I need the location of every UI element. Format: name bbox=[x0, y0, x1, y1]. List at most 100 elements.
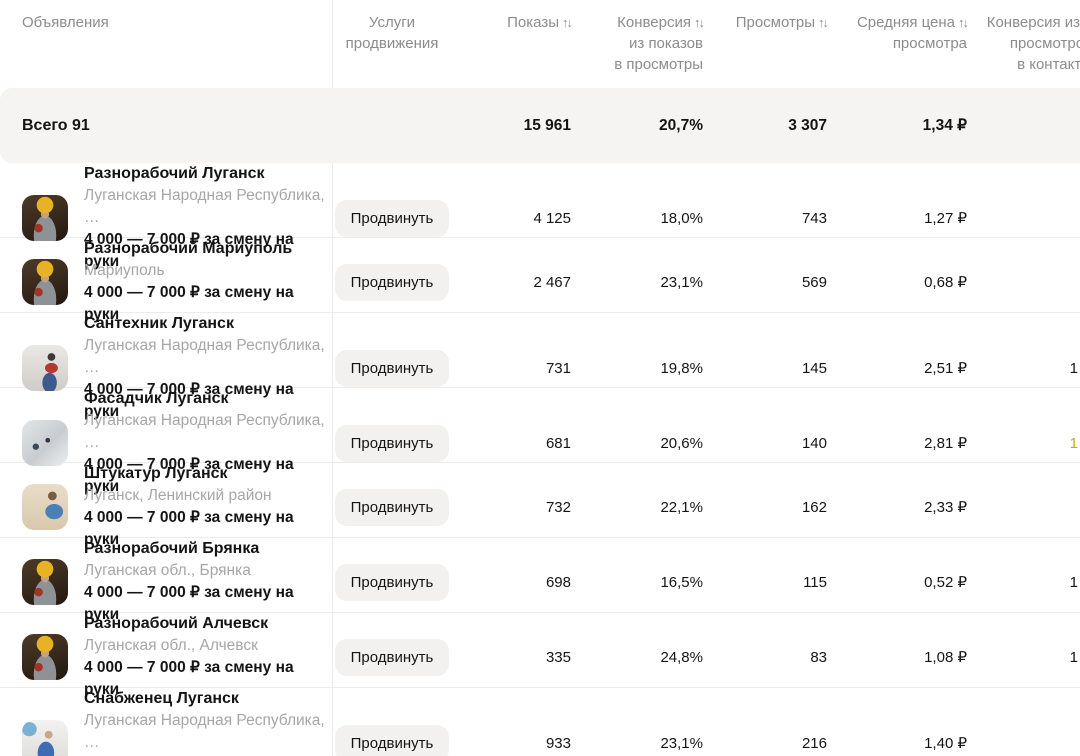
views-value: 115 bbox=[803, 573, 827, 591]
ad-thumbnail[interactable] bbox=[22, 345, 68, 391]
avg-view-price-value: 1,27 ₽ bbox=[924, 210, 967, 227]
ad-text-block: Фасадчик Луганск Луганская Народная Респ… bbox=[84, 388, 332, 498]
column-header-avg-view-price[interactable]: Средняя цена ↑↓ просмотра bbox=[839, 0, 979, 88]
conversion-contacts-value: 1 bbox=[1069, 359, 1078, 377]
avg-view-price-value: 2,51 ₽ bbox=[924, 360, 967, 377]
ad-text-block: Разнорабочий Брянка Луганская обл., Брян… bbox=[84, 538, 332, 626]
ad-location: Луганская Народная Республика, … bbox=[84, 412, 325, 451]
ad-cell: Сантехник Луганск Луганская Народная Рес… bbox=[0, 313, 333, 423]
views-value: 569 bbox=[801, 273, 827, 291]
ad-location: Луганская Народная Республика, … bbox=[84, 337, 325, 376]
table-row: Разнорабочий Алчевск Луганская обл., Алч… bbox=[0, 613, 1080, 701]
conversion-contacts-value: 1 bbox=[1069, 573, 1078, 591]
ad-location: Луганская Народная Республика, … bbox=[84, 712, 325, 751]
summary-total-label: Всего 91 bbox=[22, 116, 90, 134]
ad-title-link[interactable]: Разнорабочий Мариуполь bbox=[84, 240, 293, 257]
table-row: Фасадчик Луганск Луганская Народная Респ… bbox=[0, 388, 1080, 498]
ad-title-link[interactable]: Снабженец Луганск bbox=[84, 690, 239, 707]
ad-thumbnail[interactable] bbox=[22, 484, 68, 530]
ad-thumbnail[interactable] bbox=[22, 559, 68, 605]
ad-title-link[interactable]: Сантехник Луганск bbox=[84, 315, 234, 332]
impressions-value: 2 467 bbox=[533, 273, 571, 291]
column-header-promo-services: Услуги продвижения bbox=[333, 0, 451, 88]
promote-button[interactable]: Продвинуть bbox=[334, 424, 450, 462]
ad-title-link[interactable]: Фасадчик Луганск bbox=[84, 390, 229, 407]
ad-cell: Снабженец Луганск Луганская Народная Рес… bbox=[0, 688, 333, 756]
sort-icon[interactable]: ↑↓ bbox=[562, 15, 573, 30]
views-value: 743 bbox=[801, 209, 827, 227]
impressions-value: 732 bbox=[545, 498, 571, 516]
ad-text-block: Сантехник Луганск Луганская Народная Рес… bbox=[84, 313, 332, 423]
conversion-views-value: 22,1% bbox=[660, 498, 703, 516]
ad-title-link[interactable]: Штукатур Луганск bbox=[84, 465, 228, 482]
column-header-conversion-views-line3: в просмотры bbox=[614, 56, 703, 73]
avg-view-price-value: 2,81 ₽ bbox=[924, 435, 967, 452]
promote-button[interactable]: Продвинуть bbox=[334, 488, 450, 526]
ad-title-link[interactable]: Разнорабочий Брянка bbox=[84, 540, 260, 557]
promo-cell: Продвинуть bbox=[333, 263, 451, 301]
ad-price: 4 000 — 7 000 ₽ за смену на руки bbox=[84, 584, 294, 623]
views-value: 162 bbox=[801, 498, 827, 516]
column-header-conversion-contacts-line3: в контакты bbox=[1017, 56, 1080, 73]
promote-button[interactable]: Продвинуть bbox=[334, 263, 450, 301]
impressions-value: 681 bbox=[545, 434, 571, 452]
ad-thumbnail[interactable] bbox=[22, 720, 68, 756]
ad-thumbnail[interactable] bbox=[22, 259, 68, 305]
column-header-views[interactable]: Просмотры ↑↓ bbox=[715, 0, 839, 88]
views-value: 145 bbox=[801, 359, 827, 377]
table-body: Разнорабочий Луганск Луганская Народная … bbox=[0, 163, 1080, 756]
ad-location: Мариуполь bbox=[84, 262, 165, 279]
column-header-promo-line2: продвижения bbox=[345, 35, 439, 52]
impressions-value: 698 bbox=[545, 573, 571, 591]
promote-button[interactable]: Продвинуть bbox=[334, 638, 450, 676]
column-header-impressions[interactable]: Показы ↑↓ bbox=[451, 0, 583, 88]
avg-view-price-value: 0,52 ₽ bbox=[924, 574, 967, 591]
summary-avg-view-price-value: 1,34 ₽ bbox=[922, 117, 967, 134]
sort-icon[interactable]: ↑↓ bbox=[694, 15, 705, 30]
avg-view-price-value: 2,33 ₽ bbox=[924, 499, 967, 516]
promote-button[interactable]: Продвинуть bbox=[334, 349, 450, 387]
ad-location: Луганская обл., Алчевск bbox=[84, 637, 258, 654]
column-header-conversion-views[interactable]: Конверсия ↑↓ из показов в просмотры bbox=[583, 0, 715, 88]
promote-button[interactable]: Продвинуть bbox=[334, 563, 450, 601]
ad-cell: Разнорабочий Брянка Луганская обл., Брян… bbox=[0, 538, 333, 626]
ad-thumbnail[interactable] bbox=[22, 195, 68, 241]
ad-thumbnail[interactable] bbox=[22, 420, 68, 466]
ad-price: 4 000 — 7 000 ₽ за смену на руки bbox=[84, 456, 294, 495]
ad-title-link[interactable]: Разнорабочий Луганск bbox=[84, 165, 265, 182]
promo-cell: Продвинуть bbox=[333, 488, 451, 526]
ad-text-block: Снабженец Луганск Луганская Народная Рес… bbox=[84, 688, 332, 756]
conversion-contacts-value: 1 bbox=[1069, 434, 1078, 452]
sort-icon[interactable]: ↑↓ bbox=[958, 15, 969, 30]
ad-location: Луганск, Ленинский район bbox=[84, 487, 272, 504]
promote-button[interactable]: Продвинуть bbox=[334, 724, 450, 756]
ad-text-block: Разнорабочий Алчевск Луганская обл., Алч… bbox=[84, 613, 332, 701]
sort-icon[interactable]: ↑↓ bbox=[818, 15, 829, 30]
ad-text-block: Штукатур Луганск Луганск, Ленинский райо… bbox=[84, 463, 332, 551]
conversion-views-value: 23,1% bbox=[660, 734, 703, 752]
ad-cell: Разнорабочий Алчевск Луганская обл., Алч… bbox=[0, 613, 333, 701]
ad-location: Луганская Народная Республика, … bbox=[84, 187, 325, 226]
ad-thumbnail[interactable] bbox=[22, 634, 68, 680]
column-header-impressions-label: Показы bbox=[507, 14, 559, 31]
table-row: Разнорабочий Луганск Луганская Народная … bbox=[0, 163, 1080, 273]
ad-title-link[interactable]: Разнорабочий Алчевск bbox=[84, 615, 269, 632]
ad-price: 4 000 — 7 000 ₽ за смену на руки bbox=[84, 231, 294, 270]
ad-cell: Штукатур Луганск Луганск, Ленинский райо… bbox=[0, 463, 333, 551]
table-row: Штукатур Луганск Луганск, Ленинский райо… bbox=[0, 463, 1080, 551]
promo-cell: Продвинуть bbox=[333, 424, 451, 462]
ad-cell: Разнорабочий Мариуполь Мариуполь 4 000 —… bbox=[0, 238, 333, 326]
promote-button[interactable]: Продвинуть bbox=[334, 199, 450, 237]
ad-text-block: Разнорабочий Луганск Луганская Народная … bbox=[84, 163, 332, 273]
avg-view-price-value: 0,68 ₽ bbox=[924, 274, 967, 291]
ad-cell: Фасадчик Луганск Луганская Народная Респ… bbox=[0, 388, 333, 498]
promo-cell: Продвинуть bbox=[333, 724, 451, 756]
table-row: Снабженец Луганск Луганская Народная Рес… bbox=[0, 688, 1080, 756]
avg-view-price-value: 1,40 ₽ bbox=[924, 735, 967, 752]
summary-impressions-value: 15 961 bbox=[523, 116, 571, 134]
ad-price: 4 000 — 7 000 ₽ за смену на руки bbox=[84, 659, 294, 698]
